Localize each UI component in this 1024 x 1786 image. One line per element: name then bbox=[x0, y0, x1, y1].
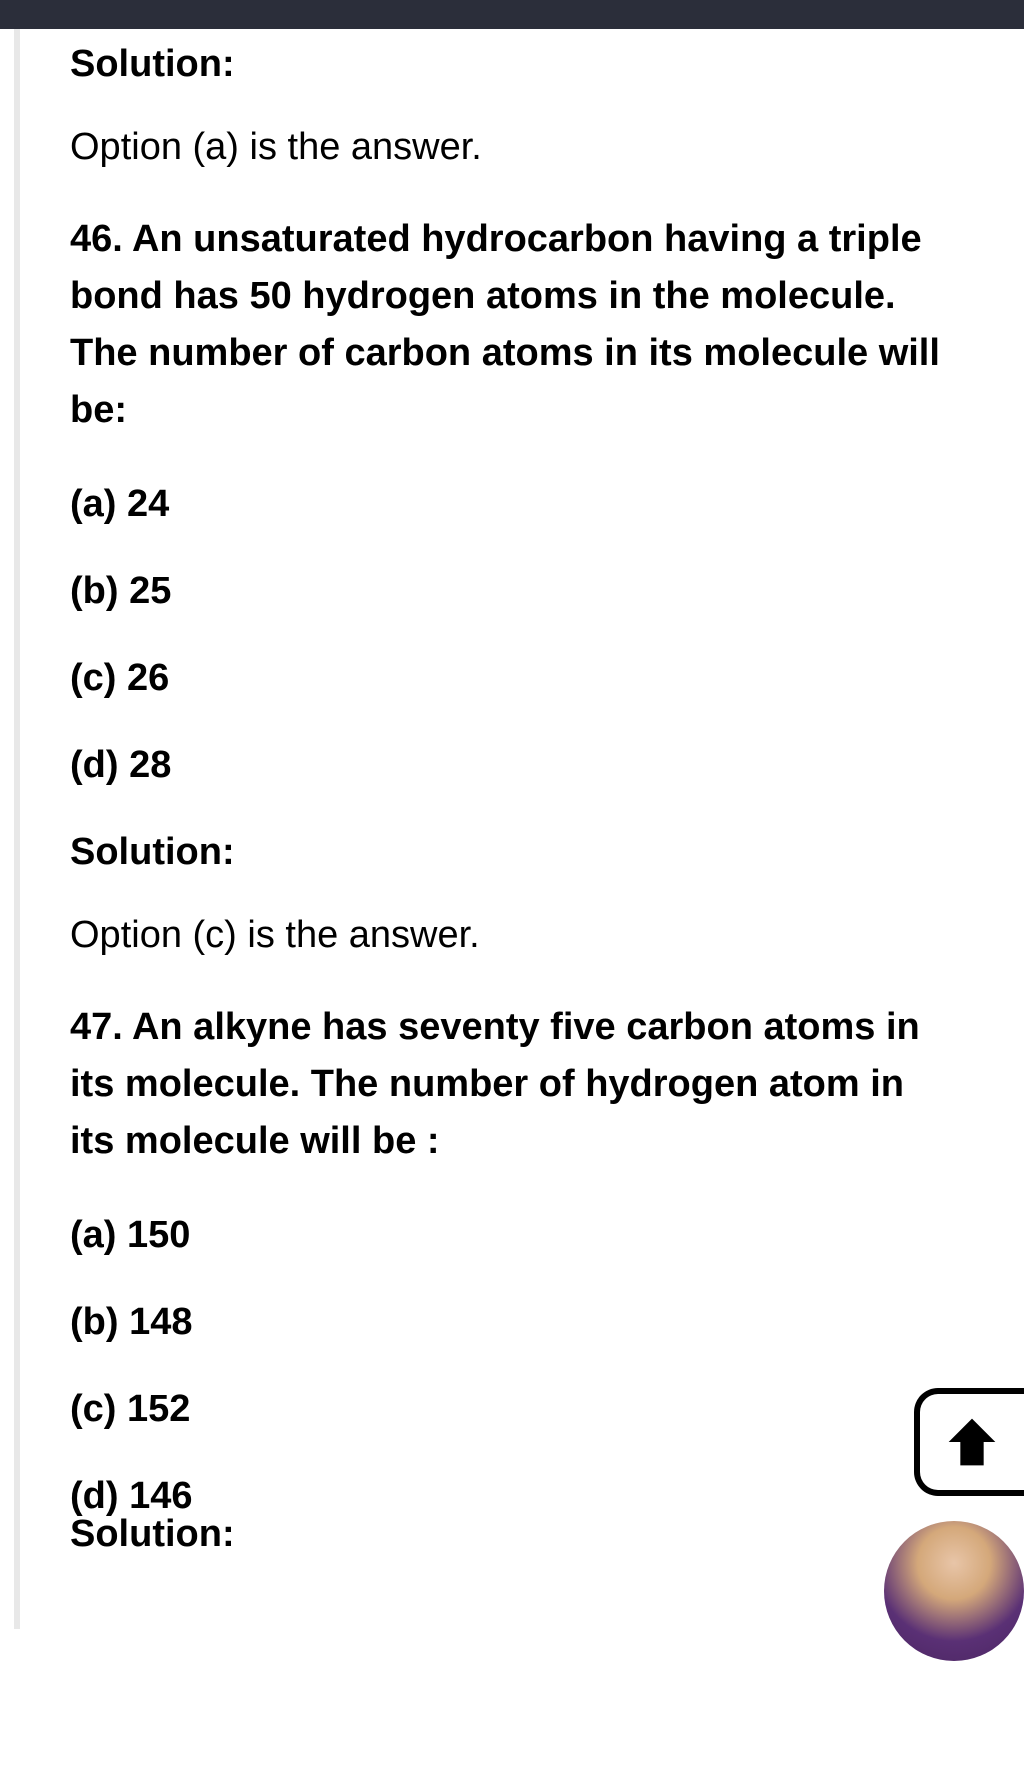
q46-option-a[interactable]: (a) 24 bbox=[70, 483, 954, 526]
q46-option-c[interactable]: (c) 26 bbox=[70, 657, 954, 700]
q47-option-b[interactable]: (b) 148 bbox=[70, 1301, 954, 1344]
main-content: Solution: Option (a) is the answer. 46. … bbox=[0, 29, 1024, 1518]
q46-option-b[interactable]: (b) 25 bbox=[70, 570, 954, 613]
q47-question: 47. An alkyne has seventy five carbon at… bbox=[70, 999, 954, 1170]
q46-question: 46. An unsaturated hydrocarbon having a … bbox=[70, 211, 954, 439]
arrow-up-icon bbox=[937, 1407, 1007, 1477]
scroll-to-top-button[interactable] bbox=[914, 1388, 1024, 1496]
q47-option-d[interactable]: (d) 146 bbox=[70, 1475, 954, 1518]
q46-option-d[interactable]: (d) 28 bbox=[70, 744, 954, 787]
left-border-indicator bbox=[14, 29, 20, 1629]
q45-answer: Option (a) is the answer. bbox=[70, 126, 954, 169]
q47-solution-label: Solution: bbox=[70, 1513, 235, 1556]
q47-option-a[interactable]: (a) 150 bbox=[70, 1214, 954, 1257]
q47-option-c[interactable]: (c) 152 bbox=[70, 1388, 954, 1431]
support-avatar[interactable] bbox=[884, 1521, 1024, 1661]
top-navigation-bar bbox=[0, 0, 1024, 29]
q45-solution-label: Solution: bbox=[70, 43, 954, 86]
q46-answer: Option (c) is the answer. bbox=[70, 914, 954, 957]
q46-solution-label: Solution: bbox=[70, 831, 954, 874]
